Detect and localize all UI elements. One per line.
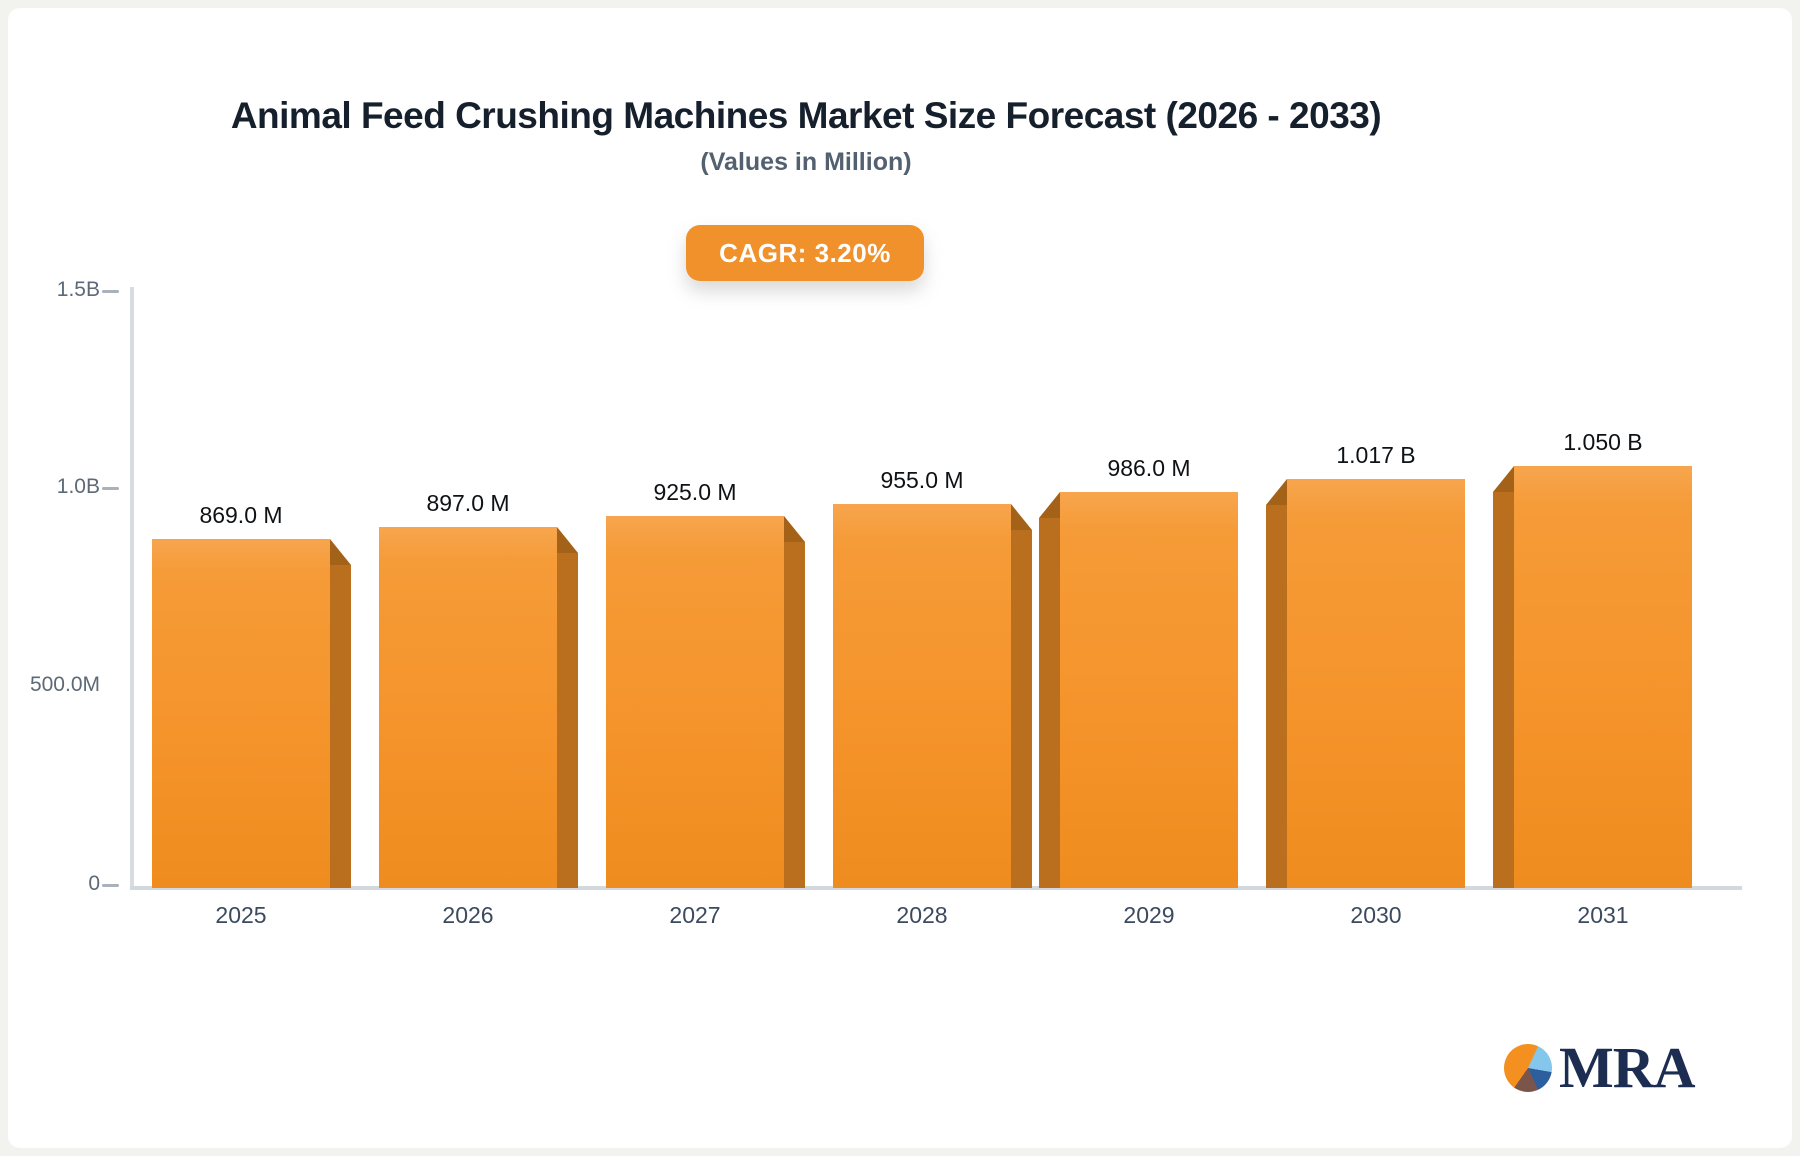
x-axis-line: [130, 886, 1742, 890]
bar-2025: [152, 539, 351, 893]
bar-2028: [833, 504, 1032, 893]
x-axis-label: 2027: [669, 902, 721, 928]
bar-shape: [833, 504, 1032, 888]
bar-value-label: 897.0 M: [426, 490, 510, 516]
bar-2030: [1266, 479, 1465, 893]
x-axis-label: 2026: [442, 902, 494, 928]
x-axis-label: 2031: [1577, 902, 1629, 928]
x-axis-label: 2028: [896, 902, 948, 928]
y-axis-line: [130, 287, 134, 888]
bar-value-label: 955.0 M: [880, 467, 964, 493]
cagr-badge: CAGR: 3.20%: [686, 225, 924, 281]
bar-shape: [379, 527, 578, 888]
bar-value-label: 1.017 B: [1336, 442, 1416, 468]
bar-value-label: 1.050 B: [1563, 429, 1643, 455]
brand-logo-text: MRA: [1559, 1035, 1696, 1100]
x-axis-label: 2029: [1123, 902, 1175, 928]
bar-2027: [606, 516, 805, 893]
y-axis-tick: [102, 884, 119, 887]
y-axis-label-1-5b: 1.5B: [56, 278, 100, 301]
bar-shape: [1266, 479, 1465, 888]
chart-title: Animal Feed Crushing Machines Market Siz…: [230, 95, 1382, 136]
bar-shape: [152, 539, 351, 888]
bar-shape: [1039, 492, 1238, 888]
bar-shape: [1493, 466, 1692, 888]
bar-value-label: 925.0 M: [653, 479, 737, 505]
x-axis-label: 2025: [215, 902, 267, 928]
bar-2031: [1493, 466, 1692, 893]
chart-subtitle: (Values in Million): [700, 148, 912, 176]
bar-value-label: 986.0 M: [1107, 455, 1191, 481]
bar-2029: [1039, 492, 1238, 893]
y-axis-tick: [102, 290, 119, 293]
bar-value-label: 869.0 M: [199, 502, 283, 528]
cagr-badge-label: CAGR: 3.20%: [719, 237, 891, 268]
x-axis-label: 2030: [1350, 902, 1402, 928]
y-axis-label-500m: 500.0M: [29, 673, 100, 696]
pie-chart-logo-icon: [1504, 1044, 1552, 1092]
y-axis-label-1-0b: 1.0B: [56, 475, 100, 498]
y-axis-label-0: 0: [88, 872, 100, 895]
y-axis-tick: [102, 487, 119, 490]
bar-shape: [606, 516, 805, 888]
bar-2026: [379, 527, 578, 893]
brand-logo: MRA: [1504, 1035, 1696, 1100]
